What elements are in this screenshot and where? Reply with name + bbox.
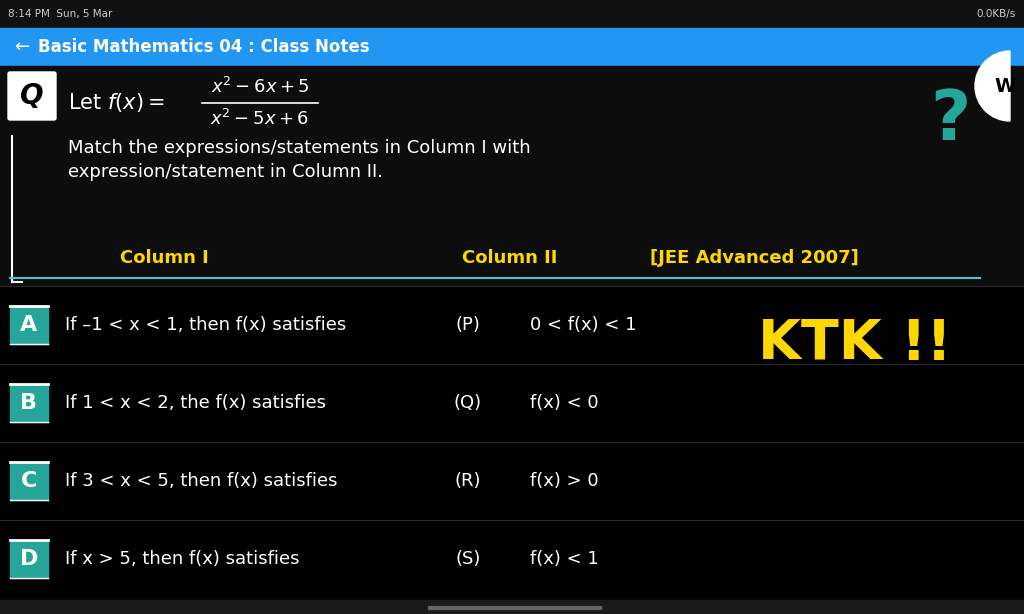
Text: ←: ← <box>14 38 29 56</box>
Bar <box>10 306 48 344</box>
Bar <box>0 28 1024 66</box>
Text: expression/statement in Column II.: expression/statement in Column II. <box>68 163 383 181</box>
Bar <box>10 540 48 578</box>
Text: (S): (S) <box>456 550 480 568</box>
Wedge shape <box>975 51 1010 121</box>
Text: (Q): (Q) <box>454 394 482 412</box>
Text: A: A <box>20 315 38 335</box>
Text: ?: ? <box>930 88 970 155</box>
Text: (R): (R) <box>455 472 481 490</box>
Bar <box>0 600 1024 614</box>
Bar <box>0 66 1024 286</box>
Text: 0.0KB/s: 0.0KB/s <box>977 9 1016 19</box>
Text: If 3 < x < 5, then f(x) satisfies: If 3 < x < 5, then f(x) satisfies <box>65 472 338 490</box>
Text: D: D <box>19 549 38 569</box>
FancyBboxPatch shape <box>8 72 56 120</box>
Text: KTK !!: KTK !! <box>758 317 952 371</box>
Text: If 1 < x < 2, the f(x) satisfies: If 1 < x < 2, the f(x) satisfies <box>65 394 326 412</box>
Text: Column I: Column I <box>120 249 209 267</box>
Text: C: C <box>20 471 37 491</box>
Text: 0 < f(x) < 1: 0 < f(x) < 1 <box>530 316 637 334</box>
Text: Let $f(x)=$: Let $f(x)=$ <box>68 90 165 114</box>
Text: $x^2-5x+6$: $x^2-5x+6$ <box>211 109 309 129</box>
Text: W: W <box>994 77 1016 96</box>
Text: B: B <box>20 393 38 413</box>
Text: [JEE Advanced 2007]: [JEE Advanced 2007] <box>650 249 859 267</box>
Text: Q: Q <box>20 82 44 110</box>
Bar <box>0 0 1024 28</box>
Text: Match the expressions/statements in Column I with: Match the expressions/statements in Colu… <box>68 139 530 157</box>
Text: (P): (P) <box>456 316 480 334</box>
Text: Column II: Column II <box>462 249 558 267</box>
Bar <box>10 384 48 422</box>
Text: $x^2-6x+5$: $x^2-6x+5$ <box>211 77 309 97</box>
Text: f(x) < 1: f(x) < 1 <box>530 550 599 568</box>
Bar <box>10 462 48 500</box>
Text: If x > 5, then f(x) satisfies: If x > 5, then f(x) satisfies <box>65 550 299 568</box>
Text: Basic Mathematics 04 : Class Notes: Basic Mathematics 04 : Class Notes <box>38 38 370 56</box>
Text: f(x) > 0: f(x) > 0 <box>530 472 599 490</box>
Text: If –1 < x < 1, then f(x) satisfies: If –1 < x < 1, then f(x) satisfies <box>65 316 346 334</box>
Text: f(x) < 0: f(x) < 0 <box>530 394 599 412</box>
Text: 8:14 PM  Sun, 5 Mar: 8:14 PM Sun, 5 Mar <box>8 9 113 19</box>
